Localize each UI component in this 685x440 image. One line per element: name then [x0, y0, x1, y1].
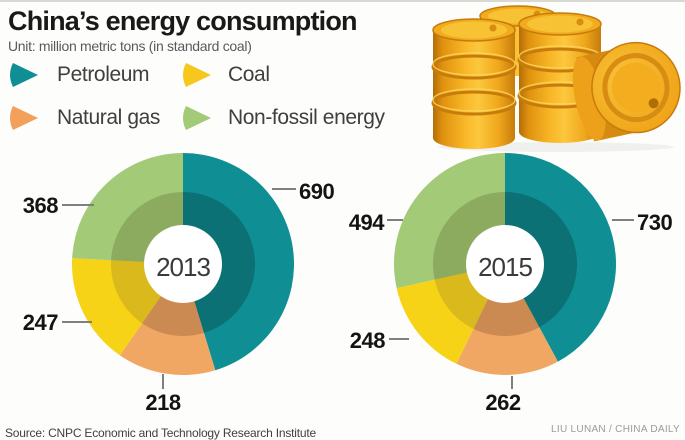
petroleum-wedge-icon [10, 63, 38, 87]
legend-item-coal: Coal [180, 62, 270, 88]
value-2015-nonfossil: 494 [348, 210, 385, 235]
leader-line-2015-petroleum [612, 219, 634, 221]
legend-label-natural-gas: Natural gas [57, 106, 160, 129]
value-2013-nonfossil: 368 [22, 193, 59, 218]
value-2015-coal: 248 [349, 328, 386, 353]
value-2013-gas: 218 [145, 390, 181, 415]
oil-barrels-illustration [431, 5, 681, 152]
leader-line-2013-coal [62, 321, 92, 323]
value-2013-petroleum: 690 [299, 179, 335, 204]
non-fossil-wedge-icon [183, 106, 211, 130]
value-2015-gas: 262 [485, 390, 521, 415]
donut-chart-2015 [394, 153, 616, 376]
legend-item-non-fossil: Non-fossil energy [180, 105, 385, 131]
top-divider [0, 0, 685, 2]
donut-2015-center-year: 2015 [478, 252, 533, 282]
source-note: Source: CNPC Economic and Technology Res… [5, 426, 316, 440]
leader-line-2015-gas [511, 376, 513, 389]
page-title: China’s energy consumption [8, 6, 358, 36]
credit-note: LIU LUNAN / CHINA DAILY [551, 424, 680, 435]
coal-wedge-icon [183, 63, 211, 87]
legend-label-non-fossil: Non-fossil energy [228, 106, 385, 129]
donut-2013-center-year: 2013 [156, 252, 211, 282]
value-2013-coal: 247 [22, 310, 59, 335]
donut-center-hole [144, 225, 222, 303]
leader-line-2013-nonfossil [62, 204, 94, 206]
legend-item-petroleum: Petroleum [7, 62, 150, 88]
natural-gas-wedge-icon [10, 106, 38, 130]
barrel-lying [572, 41, 681, 142]
donut-center-hole [466, 225, 544, 303]
donut-chart-2013 [71, 153, 295, 376]
leader-line-2015-nonfossil [387, 219, 403, 221]
legend-label-petroleum: Petroleum [57, 63, 150, 86]
leader-line-2013-petroleum [272, 188, 296, 190]
leader-line-2013-gas [162, 374, 164, 389]
barrel-left [431, 18, 517, 149]
legend-label-coal: Coal [228, 63, 270, 86]
value-2015-petroleum: 730 [637, 210, 673, 235]
leader-line-2015-coal [389, 338, 409, 340]
legend-item-natural-gas: Natural gas [7, 105, 160, 131]
unit-subtitle: Unit: million metric tons (in standard c… [8, 38, 252, 54]
